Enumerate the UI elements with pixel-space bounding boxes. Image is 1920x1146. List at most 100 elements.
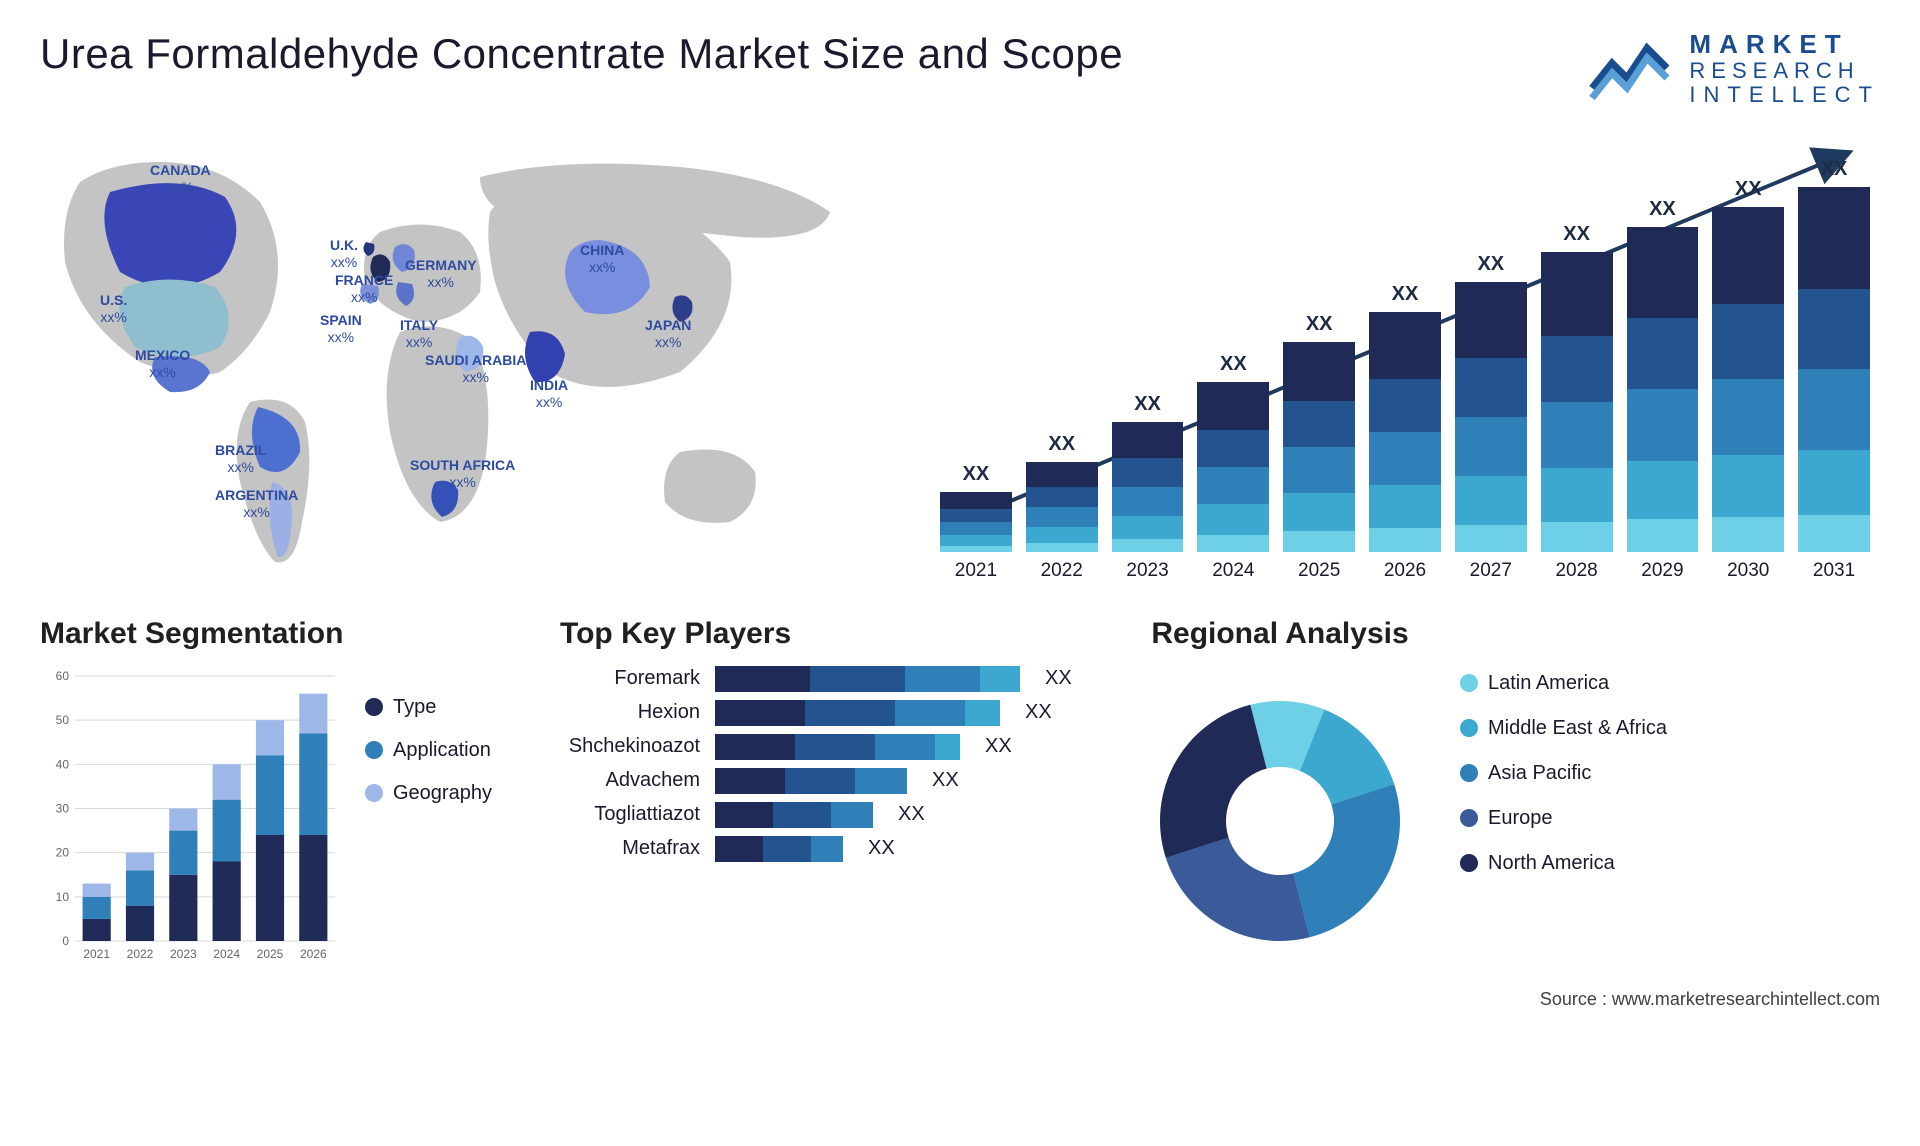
segmentation-chart: 0102030405060202120222023202420252026 <box>40 666 340 966</box>
player-bar-segment <box>855 768 907 794</box>
seg-bar-segment <box>256 755 284 835</box>
donut-slice <box>1166 838 1310 941</box>
seg-bar-segment <box>126 853 154 871</box>
seg-bar-segment <box>256 835 284 941</box>
growth-x-label: 2031 <box>1798 560 1870 582</box>
growth-bar-label: XX <box>1220 353 1247 376</box>
legend-label: Latin America <box>1488 672 1609 695</box>
player-row: ForemarkXX <box>560 666 1080 692</box>
growth-bar-segment <box>1197 430 1269 467</box>
map-label: GERMANYxx% <box>405 257 477 291</box>
growth-bar-segment <box>1455 525 1527 552</box>
player-bar-segment <box>831 802 873 828</box>
player-bar-segment <box>785 768 855 794</box>
regional-legend: Latin AmericaMiddle East & AfricaAsia Pa… <box>1460 662 1667 875</box>
page-title: Urea Formaldehyde Concentrate Market Siz… <box>40 30 1123 78</box>
growth-bar-segment <box>1369 528 1441 552</box>
donut-slice <box>1160 705 1267 858</box>
player-bar-segment <box>773 802 831 828</box>
growth-bar-segment <box>1541 522 1613 552</box>
player-bar-segment <box>905 666 980 692</box>
growth-bar-segment <box>1197 467 1269 504</box>
growth-bar-segment <box>1798 515 1870 552</box>
growth-bar-segment <box>1455 417 1527 476</box>
growth-bar-segment <box>1369 485 1441 528</box>
growth-x-label: 2030 <box>1712 560 1784 582</box>
growth-bar-segment <box>1712 517 1784 552</box>
growth-x-label: 2026 <box>1369 560 1441 582</box>
swatch-icon <box>1460 674 1478 692</box>
player-value: XX <box>898 803 925 826</box>
regional-donut <box>1120 666 1440 966</box>
player-bar-segment <box>715 836 763 862</box>
player-bar <box>715 836 843 862</box>
growth-bar-segment <box>1627 519 1699 552</box>
map-label: JAPANxx% <box>645 317 691 351</box>
player-bar <box>715 768 907 794</box>
legend-label: Type <box>393 696 436 719</box>
growth-bar-segment <box>1798 289 1870 369</box>
legend-item: Latin America <box>1460 672 1667 695</box>
map-label: SPAINxx% <box>320 312 362 346</box>
map-label: U.K.xx% <box>330 237 358 271</box>
growth-bar-segment <box>1197 382 1269 430</box>
growth-bar-segment <box>1627 389 1699 461</box>
growth-bar-segment <box>940 492 1012 509</box>
seg-bar-segment <box>83 884 111 897</box>
growth-bar-segment <box>1197 504 1269 535</box>
logo-line1: MARKET <box>1689 30 1880 59</box>
seg-bar-segment <box>299 733 327 835</box>
world-map: CANADAxx%U.S.xx%MEXICOxx%BRAZILxx%ARGENT… <box>40 122 900 582</box>
svg-text:10: 10 <box>56 890 70 904</box>
growth-bar-segment <box>1541 468 1613 522</box>
growth-bar-segment <box>1283 342 1355 401</box>
growth-x-label: 2025 <box>1283 560 1355 582</box>
player-value: XX <box>868 837 895 860</box>
svg-text:50: 50 <box>56 713 70 727</box>
map-label: BRAZILxx% <box>215 442 266 476</box>
swatch-icon <box>365 741 383 759</box>
segmentation-panel: Market Segmentation 01020304050602021202… <box>40 592 520 966</box>
legend-item: Europe <box>1460 807 1667 830</box>
seg-bar-segment <box>169 808 197 830</box>
map-label: ARGENTINAxx% <box>215 487 298 521</box>
growth-bar: XX <box>1026 433 1098 552</box>
legend-label: Application <box>393 739 491 762</box>
svg-text:2021: 2021 <box>83 947 110 961</box>
growth-bar-label: XX <box>1735 178 1762 201</box>
growth-bar-segment <box>1798 187 1870 289</box>
regional-heading: Regional Analysis <box>1120 617 1440 651</box>
player-bar <box>715 700 1000 726</box>
svg-text:2025: 2025 <box>257 947 284 961</box>
growth-bar-segment <box>1369 379 1441 432</box>
swatch-icon <box>1460 809 1478 827</box>
legend-item: Geography <box>365 782 492 805</box>
growth-bar-segment <box>1369 432 1441 485</box>
logo-line3: INTELLECT <box>1689 83 1880 107</box>
player-bar-segment <box>805 700 895 726</box>
svg-text:30: 30 <box>56 801 70 815</box>
growth-bar-segment <box>1541 402 1613 468</box>
player-bar <box>715 734 960 760</box>
player-name: Metafrax <box>560 837 700 860</box>
growth-bar-label: XX <box>1821 158 1848 181</box>
seg-bar-segment <box>256 720 284 755</box>
growth-bar-segment <box>1026 462 1098 487</box>
player-bar-segment <box>795 734 875 760</box>
svg-text:2024: 2024 <box>213 947 240 961</box>
growth-bar-segment <box>1026 487 1098 507</box>
growth-bar: XX <box>940 463 1012 552</box>
growth-bar-segment <box>940 522 1012 535</box>
player-bar-segment <box>811 836 843 862</box>
player-name: Togliattiazot <box>560 803 700 826</box>
seg-bar-segment <box>126 870 154 905</box>
map-label: MEXICOxx% <box>135 347 190 381</box>
growth-bar: XX <box>1798 158 1870 552</box>
seg-bar-segment <box>299 835 327 941</box>
growth-bar-label: XX <box>1649 198 1676 221</box>
logo-icon <box>1587 33 1677 103</box>
player-row: HexionXX <box>560 700 1080 726</box>
player-name: Advachem <box>560 769 700 792</box>
segmentation-heading: Market Segmentation <box>40 617 520 651</box>
growth-bar-segment <box>1712 304 1784 380</box>
